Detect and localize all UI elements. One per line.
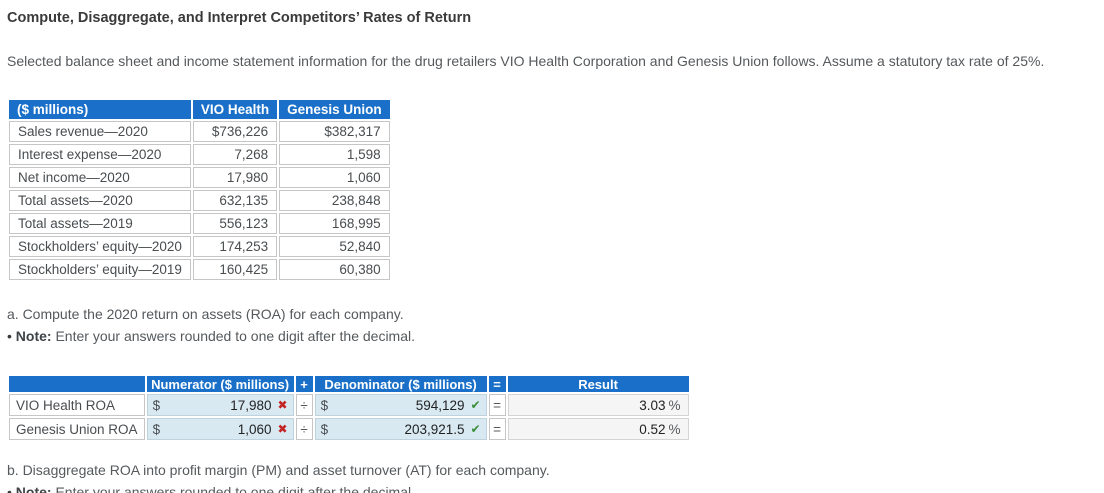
- table-row: Stockholders’ equity—2019 160,425 60,380: [9, 259, 390, 280]
- vio-value: 7,268: [192, 144, 278, 165]
- vio-value: 556,123: [192, 213, 278, 234]
- part-a-note: • Note: Enter your answers rounded to on…: [7, 328, 1096, 345]
- roa-row-genesis: Genesis Union ROA $ 1,060 ✖ ÷ $ 203,921.…: [9, 418, 689, 440]
- table-row: Stockholders’ equity—2020 174,253 52,840: [9, 236, 390, 257]
- dollar-prefix: $: [320, 397, 329, 413]
- divide-symbol: ÷: [295, 394, 313, 416]
- column-header-genesis: Genesis Union: [279, 100, 390, 119]
- result-field-vio: 3.03%: [507, 394, 689, 416]
- column-header-vio: VIO Health: [192, 100, 278, 119]
- roa-row-label: VIO Health ROA: [9, 394, 145, 416]
- denominator-value: 594,129: [415, 397, 465, 413]
- row-label: Total assets—2020: [9, 190, 191, 211]
- table-row: Total assets—2019 556,123 168,995: [9, 213, 390, 234]
- vio-value: $736,226: [192, 121, 278, 142]
- dollar-prefix: $: [152, 397, 161, 413]
- genesis-value: 1,060: [279, 167, 390, 188]
- intro-text: Selected balance sheet and income statem…: [7, 53, 1045, 69]
- numerator-input-genesis[interactable]: $ 1,060 ✖: [146, 418, 294, 440]
- table-row: Total assets—2020 632,135 238,848: [9, 190, 390, 211]
- roa-header-denominator: Denominator ($ millions): [314, 376, 487, 392]
- denominator-input-vio[interactable]: $ 594,129 ✔: [314, 394, 487, 416]
- vio-value: 632,135: [192, 190, 278, 211]
- table-row: Sales revenue—2020 $736,226 $382,317: [9, 121, 390, 142]
- note-bullet: •: [7, 484, 12, 493]
- incorrect-icon: ✖: [277, 422, 288, 436]
- row-label: Sales revenue—2020: [9, 121, 191, 142]
- roa-header-result: Result: [507, 376, 689, 392]
- note-bullet: •: [7, 328, 12, 344]
- genesis-value: 52,840: [279, 236, 390, 257]
- row-label: Interest expense—2020: [9, 144, 191, 165]
- result-value: 0.52: [639, 421, 666, 437]
- percent-suffix: %: [668, 397, 681, 413]
- dollar-prefix: $: [320, 421, 329, 437]
- note-text: Enter your answers rounded to one digit …: [55, 328, 416, 344]
- roa-header-label: [9, 376, 145, 392]
- row-label: Net income—2020: [9, 167, 191, 188]
- correct-icon: ✔: [470, 422, 481, 436]
- incorrect-icon: ✖: [277, 398, 288, 412]
- part-a-prompt: a. Compute the 2020 return on assets (RO…: [7, 306, 404, 322]
- numerator-value: 1,060: [237, 421, 272, 437]
- row-label: Stockholders’ equity—2020: [9, 236, 191, 257]
- divide-symbol: ÷: [295, 418, 313, 440]
- roa-header-equals: =: [488, 376, 506, 392]
- balance-sheet-table: ($ millions) VIO Health Genesis Union Sa…: [7, 98, 392, 282]
- correct-icon: ✔: [470, 398, 481, 412]
- numerator-input-vio[interactable]: $ 17,980 ✖: [146, 394, 294, 416]
- percent-suffix: %: [668, 421, 681, 437]
- column-header-metric: ($ millions): [9, 100, 191, 119]
- equals-symbol: =: [488, 418, 506, 440]
- genesis-value: 60,380: [279, 259, 390, 280]
- part-b-note: • Note: Enter your answers rounded to on…: [7, 484, 1096, 493]
- roa-row-vio: VIO Health ROA $ 17,980 ✖ ÷ $ 594,129 ✔: [9, 394, 689, 416]
- equals-symbol: =: [488, 394, 506, 416]
- denominator-input-genesis[interactable]: $ 203,921.5 ✔: [314, 418, 487, 440]
- roa-row-label: Genesis Union ROA: [9, 418, 145, 440]
- genesis-value: 1,598: [279, 144, 390, 165]
- genesis-value: 168,995: [279, 213, 390, 234]
- row-label: Total assets—2019: [9, 213, 191, 234]
- roa-answer-table: Numerator ($ millions) + Denominator ($ …: [7, 374, 691, 442]
- row-label: Stockholders’ equity—2019: [9, 259, 191, 280]
- part-b-prompt: b. Disaggregate ROA into profit margin (…: [7, 462, 550, 478]
- roa-header-plus: +: [295, 376, 313, 392]
- genesis-value: 238,848: [279, 190, 390, 211]
- genesis-value: $382,317: [279, 121, 390, 142]
- result-field-genesis: 0.52%: [507, 418, 689, 440]
- result-value: 3.03: [639, 397, 666, 413]
- note-label: Note:: [15, 328, 52, 344]
- vio-value: 174,253: [192, 236, 278, 257]
- roa-header-numerator: Numerator ($ millions): [146, 376, 294, 392]
- vio-value: 17,980: [192, 167, 278, 188]
- vio-value: 160,425: [192, 259, 278, 280]
- balance-header-row: ($ millions) VIO Health Genesis Union: [9, 100, 390, 119]
- numerator-value: 17,980: [230, 397, 272, 413]
- dollar-prefix: $: [152, 421, 161, 437]
- roa-header-row: Numerator ($ millions) + Denominator ($ …: [9, 376, 689, 392]
- note-text: Enter your answers rounded to one digit …: [55, 484, 416, 493]
- table-row: Interest expense—2020 7,268 1,598: [9, 144, 390, 165]
- note-label: Note:: [15, 484, 52, 493]
- table-row: Net income—2020 17,980 1,060: [9, 167, 390, 188]
- page-title: Compute, Disaggregate, and Interpret Com…: [7, 10, 472, 26]
- denominator-value: 203,921.5: [404, 421, 465, 437]
